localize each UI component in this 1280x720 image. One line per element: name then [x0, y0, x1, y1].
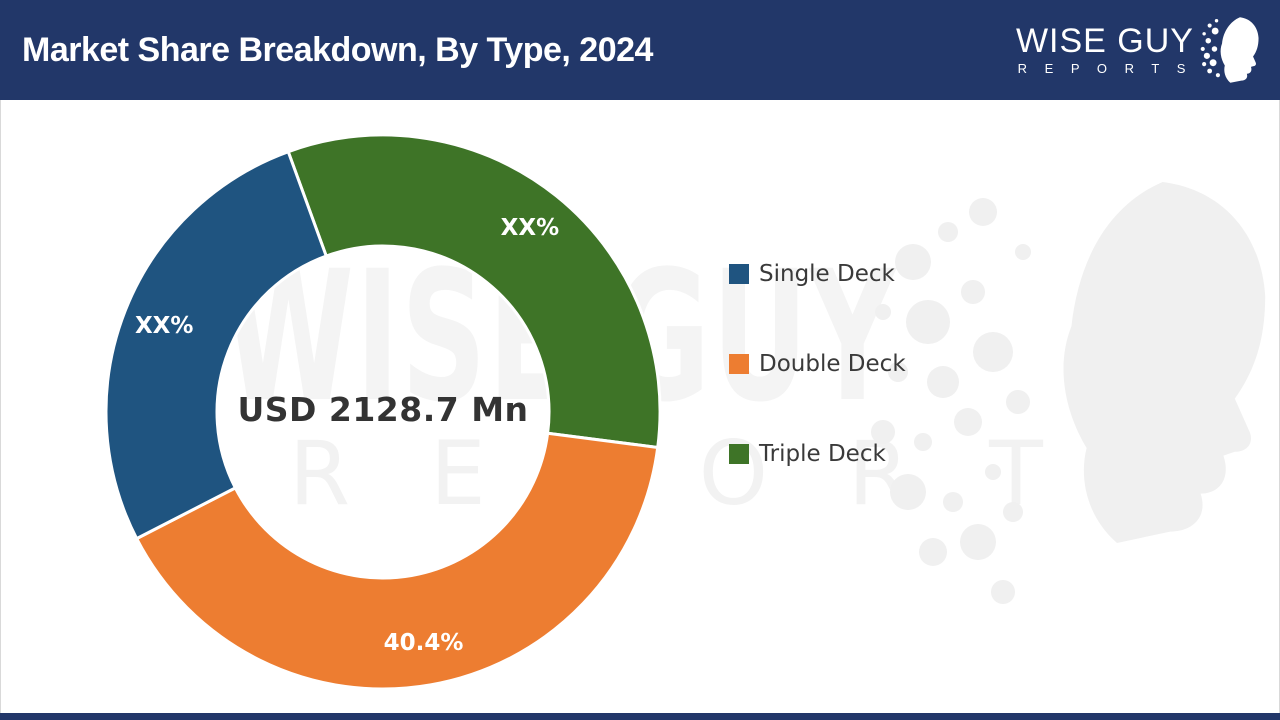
donut-center-label: USD 2128.7 Mn [237, 390, 529, 429]
wiseguy-logo: WISE GUY R E P O R T S [1016, 8, 1262, 92]
watermark-face-icon [871, 182, 1266, 604]
legend-item-single-deck: Single Deck [729, 261, 906, 287]
logo-wordmark-line1: WISE GUY [1015, 21, 1194, 60]
donut-segment-double-deck [135, 431, 660, 691]
page-title: Market Share Breakdown, By Type, 2024 [22, 30, 653, 69]
chart-area: WISE GUY R E P O R T S XX% 40.4% XX% USD 2… [0, 100, 1280, 713]
logo-wordmark: WISE GUY R E P O R T S [1015, 21, 1194, 77]
legend-label: Triple Deck [759, 441, 886, 467]
legend-label: Double Deck [759, 351, 906, 377]
donut-segment-triple-deck [286, 133, 662, 449]
logo-wordmark-line2: R E P O R T S [1017, 61, 1193, 77]
legend-item-triple-deck: Triple Deck [729, 441, 906, 467]
header: Market Share Breakdown, By Type, 2024 WI… [0, 0, 1280, 100]
segment-label: XX% [135, 313, 194, 339]
legend-swatch-single-deck [729, 264, 749, 284]
legend-swatch-triple-deck [729, 444, 749, 464]
bottom-bar [0, 713, 1280, 720]
segment-label: XX% [501, 215, 560, 241]
donut-chart: XX% 40.4% XX% [104, 133, 662, 691]
donut-segment-single-deck [104, 150, 328, 541]
segment-label: 40.4% [384, 630, 464, 656]
legend: Single Deck Double Deck Triple Deck [729, 261, 906, 532]
legend-swatch-double-deck [729, 354, 749, 374]
legend-label: Single Deck [759, 261, 895, 287]
legend-item-double-deck: Double Deck [729, 351, 906, 377]
logo-face-icon [1200, 17, 1259, 83]
